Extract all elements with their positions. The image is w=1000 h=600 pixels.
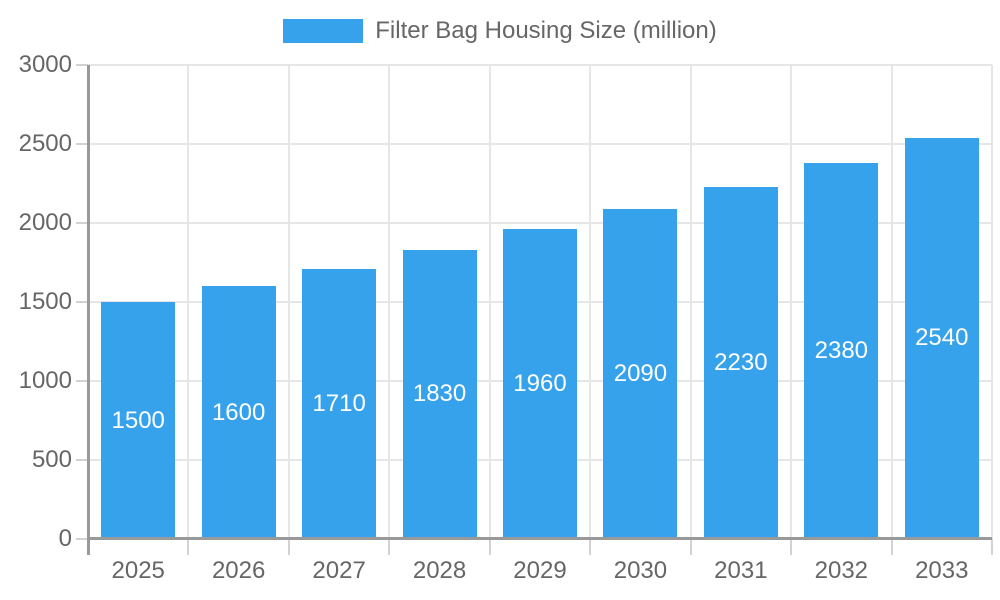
x-tick-label: 2031 — [714, 557, 768, 584]
x-axis-line — [88, 537, 992, 540]
bar-value-label: 1500 — [111, 406, 165, 434]
x-gridline — [991, 65, 993, 539]
y-tick-label: 2500 — [18, 130, 72, 157]
bar-value-label: 2090 — [613, 359, 668, 387]
bar-2030: 2090 — [603, 208, 678, 539]
x-tick — [589, 539, 592, 555]
x-tick-label: 2033 — [915, 557, 969, 584]
x-tick — [187, 539, 190, 555]
y-tick — [76, 538, 88, 540]
x-tick — [488, 539, 491, 555]
y-tick — [76, 459, 88, 461]
y-tick — [76, 380, 88, 382]
bar-value-label: 1960 — [513, 370, 567, 398]
x-gridline — [589, 65, 592, 539]
y-tick — [76, 64, 88, 66]
y-tick — [76, 222, 88, 224]
x-gridline — [890, 65, 893, 539]
y-tick — [76, 301, 88, 303]
x-tick — [689, 539, 692, 555]
x-tick-label: 2032 — [814, 557, 869, 584]
x-tick-label: 2030 — [613, 557, 668, 584]
bar-2029: 1960 — [503, 229, 577, 539]
y-tick-label: 0 — [58, 525, 72, 552]
y-tick — [76, 143, 88, 145]
x-gridline — [287, 65, 290, 539]
x-gridline — [488, 65, 491, 539]
x-tick — [991, 539, 993, 555]
y-tick-label: 2000 — [18, 209, 72, 236]
x-tick-label: 2029 — [513, 557, 567, 584]
y-gridline — [88, 64, 992, 66]
x-tick — [790, 539, 793, 555]
plot-area: 0 500 1000 1500 2000 2500 3000 2025 2026 2027 2028… — [19, 51, 993, 584]
y-tick-label: 3000 — [18, 51, 72, 78]
bar-value-label: 1830 — [412, 380, 467, 408]
bar-2028: 1830 — [402, 249, 477, 539]
bar-2031: 2230 — [703, 186, 778, 539]
x-tick-label: 2027 — [312, 557, 366, 584]
bar-2033: 2540 — [904, 137, 979, 539]
bar-2026: 1600 — [201, 286, 276, 539]
chart-legend[interactable]: Filter Bag Housing Size (million) — [0, 17, 1000, 45]
y-tick-label: 1500 — [18, 288, 72, 315]
bar-value-label: 1600 — [211, 398, 266, 426]
y-tick-label: 1000 — [18, 367, 72, 394]
bar-value-label: 1710 — [312, 389, 366, 417]
x-tick — [890, 539, 893, 555]
x-tick — [287, 539, 290, 555]
x-gridline — [689, 65, 692, 539]
bar-value-label: 2380 — [814, 336, 869, 364]
x-gridline — [790, 65, 793, 539]
bar-value-label: 2230 — [714, 348, 768, 376]
x-tick-label: 2026 — [211, 557, 266, 584]
y-gridline — [88, 222, 992, 224]
bar-2027: 1710 — [302, 268, 377, 539]
x-tick-label: 2025 — [111, 557, 165, 584]
bar-value-label: 2540 — [915, 324, 969, 352]
x-gridline — [187, 65, 190, 539]
x-tick-label: 2028 — [412, 557, 467, 584]
y-tick-label: 500 — [31, 446, 72, 473]
legend-label: Filter Bag Housing Size (million) — [375, 17, 717, 44]
legend-swatch — [283, 19, 364, 43]
bar-2025: 1500 — [101, 302, 176, 539]
x-tick — [388, 539, 391, 555]
y-gridline — [88, 143, 992, 145]
bar-2032: 2380 — [804, 162, 879, 539]
x-gridline — [388, 65, 391, 539]
y-axis-line — [87, 65, 90, 555]
